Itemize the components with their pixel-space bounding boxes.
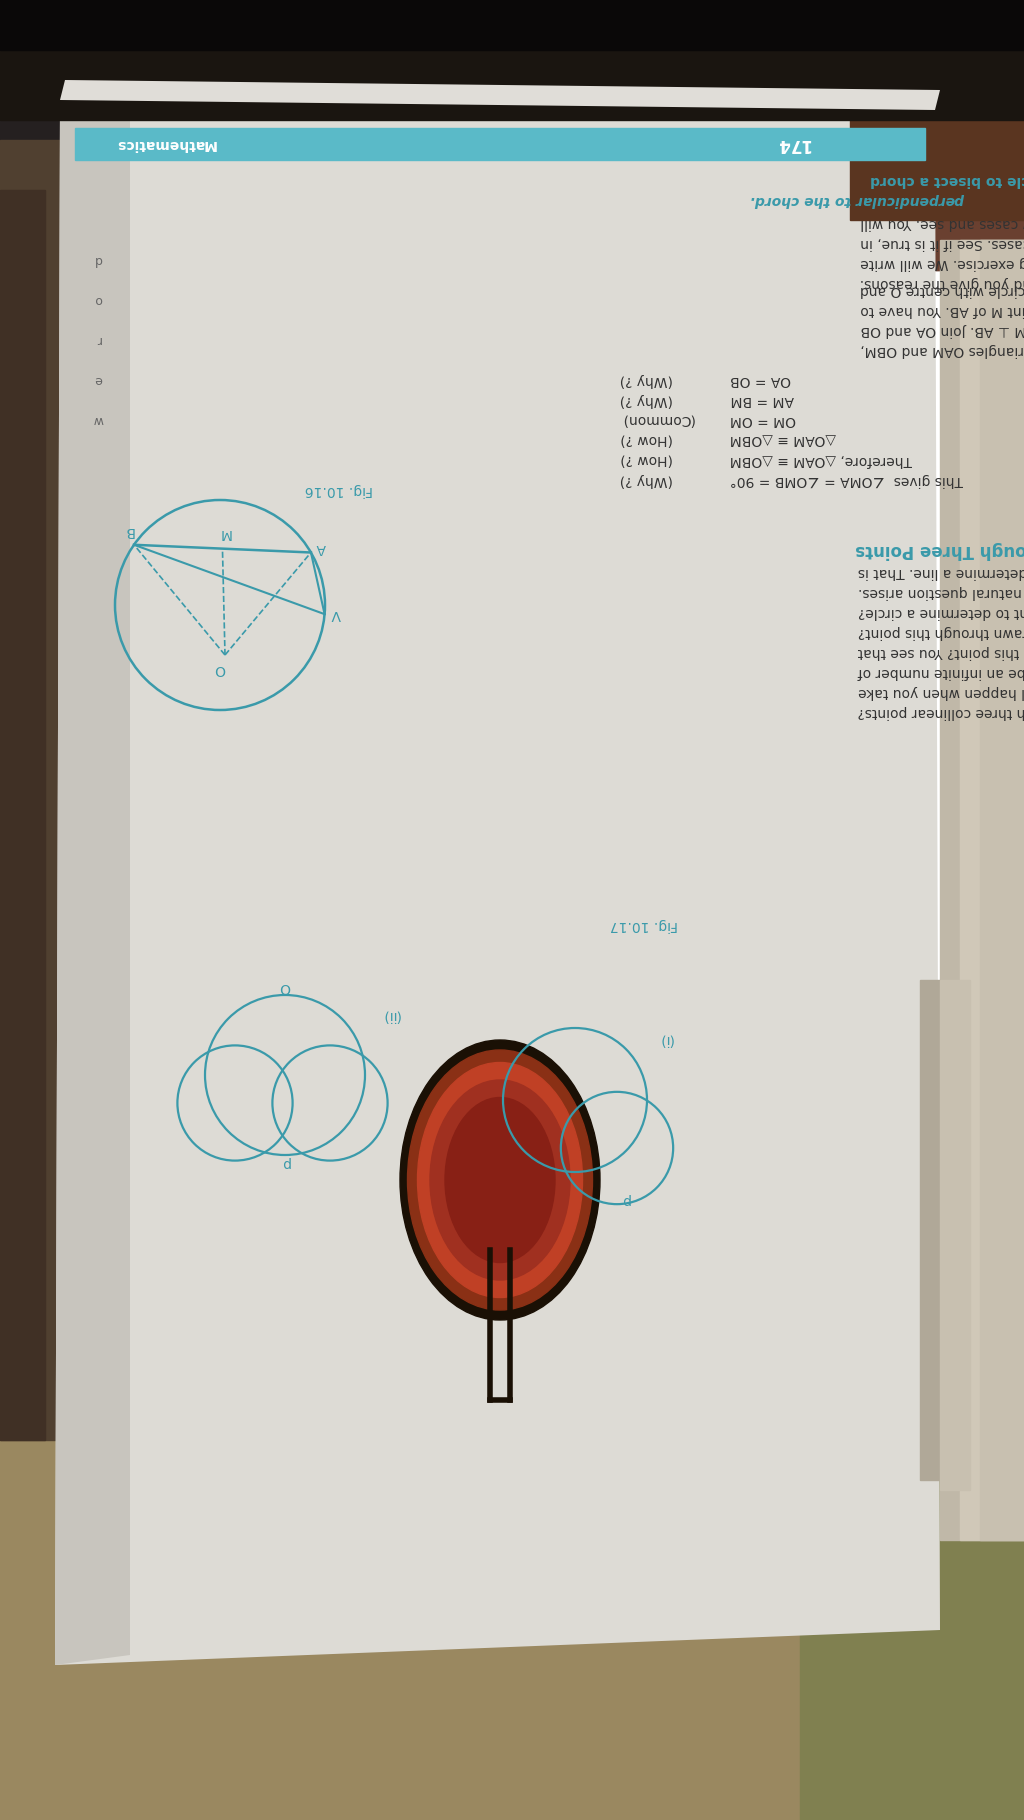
Text: B: B [124, 524, 134, 537]
Text: general, by doing the following exercise. We will write: general, by doing the following exercise… [860, 257, 1024, 269]
Text: AM = BM: AM = BM [730, 393, 794, 408]
Text: Is this true? Try it for few cases and see. You will: Is this true? Try it for few cases and s… [860, 217, 1024, 229]
Text: (see Fig. 10.16). In triangles OAM and OBM,: (see Fig. 10.16). In triangles OAM and O… [860, 342, 1024, 357]
Text: (Common): (Common) [620, 413, 693, 428]
Text: M: M [218, 526, 230, 541]
Text: (Why ?): (Why ?) [620, 373, 673, 388]
Text: circles passing through P and Q [see Fig. 10.17(i)]. What will happen when you t: circles passing through P and Q [see Fig… [858, 684, 1024, 699]
Text: (Why ?): (Why ?) [620, 473, 673, 488]
Bar [850, 0, 1024, 220]
Bar [940, 979, 970, 1491]
Bar [0, 0, 1024, 49]
Text: Fig. 10.17: Fig. 10.17 [610, 917, 678, 932]
Text: Now take two points P and Q. You again see that there may be an infinite number : Now take two points P and Q. You again s… [858, 664, 1024, 679]
Text: OM = OM: OM = OM [730, 413, 796, 428]
Bar [880, 0, 1024, 269]
Text: Therefore, △OAM ≡ △OBM: Therefore, △OAM ≡ △OBM [730, 453, 912, 468]
Text: O: O [215, 662, 225, 675]
Text: Fig. 10.16: Fig. 10.16 [305, 482, 374, 497]
Text: see that it is true for these cases. See if it is true, in: see that it is true for these cases. See… [860, 237, 1024, 249]
Bar [75, 127, 925, 160]
Text: How many points are sufficient to determine a circle?: How many points are sufficient to determ… [858, 604, 1024, 619]
Text: p: p [621, 1192, 630, 1207]
Text: △OAM ≡ △OBM: △OAM ≡ △OBM [730, 433, 837, 448]
Bar [0, 0, 1024, 120]
Text: d: d [94, 253, 102, 266]
Text: r: r [95, 333, 100, 346]
Text: OA = OB: OA = OB [730, 373, 791, 388]
Bar [980, 240, 1024, 1540]
Text: the stages and you give the reasons.: the stages and you give the reasons. [860, 277, 1024, 289]
Text: there is one and only one line passing through two points. A natural question ar: there is one and only one line passing t… [858, 584, 1024, 599]
Bar [0, 1400, 1024, 1820]
Text: (i): (i) [657, 1034, 673, 1046]
Polygon shape [55, 100, 130, 1665]
Bar [961, 240, 1024, 1540]
Text: 10.5 Circle through Three Points: 10.5 Circle through Three Points [855, 541, 1024, 559]
Polygon shape [60, 80, 940, 109]
Ellipse shape [400, 1039, 600, 1319]
Text: w: w [93, 413, 103, 426]
Text: Mathematics: Mathematics [115, 136, 216, 151]
Text: (How ?): (How ?) [620, 433, 673, 448]
Text: Let AB be a chord of a circle with centre O and: Let AB be a chord of a circle with centr… [860, 282, 1024, 297]
Text: e: e [94, 373, 101, 386]
Bar [940, 240, 1024, 1540]
Text: (How ?): (How ?) [620, 453, 673, 468]
Polygon shape [55, 100, 940, 1665]
Bar [920, 979, 940, 1480]
Text: A: A [316, 541, 326, 555]
Text: This gives  ∠OMA = ∠OMB = 90°: This gives ∠OMA = ∠OMB = 90° [730, 473, 964, 488]
Ellipse shape [408, 1050, 593, 1310]
Text: perpendicular to the chord.: perpendicular to the chord. [750, 193, 966, 207]
Bar [0, 189, 45, 1440]
Bar [0, 140, 70, 1440]
Ellipse shape [480, 1239, 520, 1259]
Text: p: p [281, 1156, 290, 1170]
Bar [0, 1400, 800, 1820]
Text: (ii): (ii) [381, 1008, 399, 1023]
Text: o: o [94, 293, 101, 306]
Text: O: O [280, 979, 291, 994]
Text: V: V [332, 608, 341, 621]
Text: there may be as many circles as you like passing through this point? You see tha: there may be as many circles as you like… [858, 644, 1024, 659]
Bar [800, 1400, 1024, 1820]
Text: three points A, B and C? Can you draw a circle passing through three collinear p: three points A, B and C? Can you draw a … [858, 704, 1024, 719]
Text: Take a point P. How many circles can be drawn through this point?: Take a point P. How many circles can be … [858, 624, 1024, 639]
Text: O is joined to the mid-point M of AB. You have to: O is joined to the mid-point M of AB. Yo… [860, 302, 1024, 317]
Text: prove that OM ⊥ AB. Join OA and OB: prove that OM ⊥ AB. Join OA and OB [860, 322, 1024, 337]
Text: You have learnt in Chapter 6, that two points are sufficient to determine a line: You have learnt in Chapter 6, that two p… [858, 564, 1024, 579]
Bar [0, 0, 1024, 200]
Text: Theorem 10.4 : The line drawn through the centre of a circle to bisect a chord: Theorem 10.4 : The line drawn through th… [870, 173, 1024, 187]
Text: (Why ?): (Why ?) [620, 393, 673, 408]
Ellipse shape [418, 1063, 583, 1298]
Ellipse shape [430, 1079, 570, 1279]
Bar [920, 0, 1024, 269]
Ellipse shape [445, 1097, 555, 1263]
Text: 174: 174 [775, 135, 810, 153]
